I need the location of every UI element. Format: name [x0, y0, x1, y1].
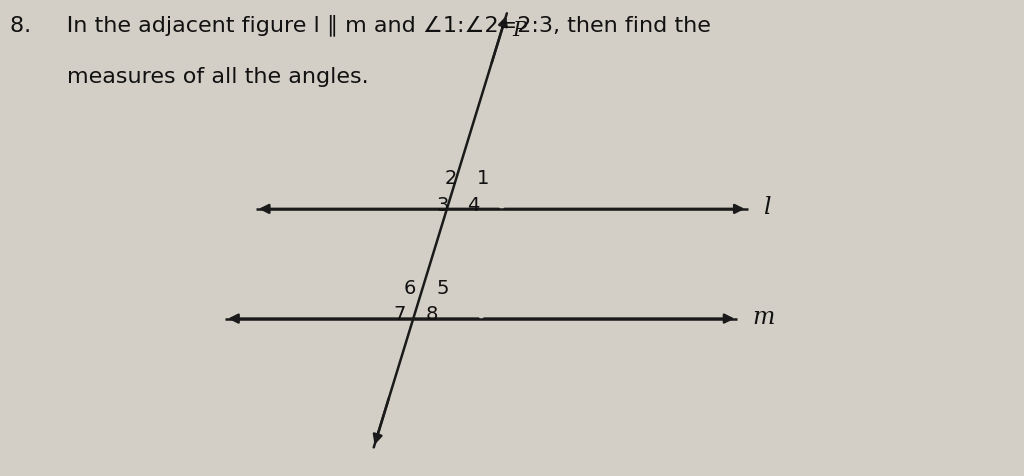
Text: 8.     In the adjacent figure l ∥ m and ∠1:∠2=2:3, then find the: 8. In the adjacent figure l ∥ m and ∠1:∠… — [10, 14, 711, 36]
Text: measures of all the angles.: measures of all the angles. — [10, 67, 369, 87]
Text: 7: 7 — [393, 305, 406, 324]
Text: l: l — [763, 196, 770, 218]
Text: P: P — [512, 21, 526, 40]
Text: 8: 8 — [426, 305, 438, 324]
Text: 4: 4 — [467, 195, 479, 214]
Text: 1: 1 — [477, 169, 489, 188]
Text: 2: 2 — [444, 169, 457, 188]
Text: m: m — [753, 305, 775, 328]
Text: 3: 3 — [436, 195, 449, 214]
Text: 6: 6 — [403, 278, 416, 298]
Text: 5: 5 — [436, 278, 449, 298]
